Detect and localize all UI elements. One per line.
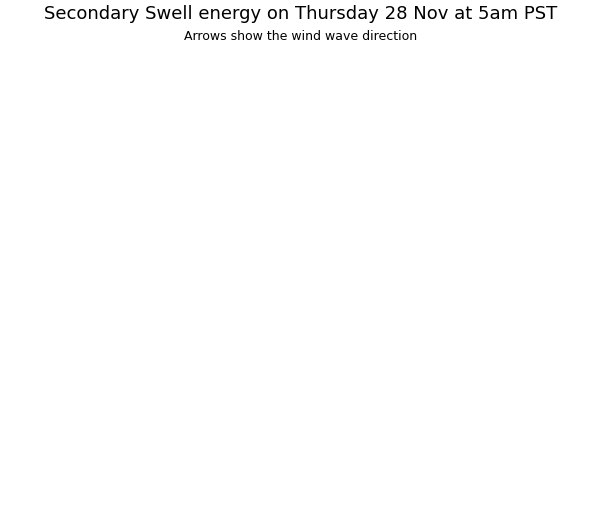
Text: Secondary Swell energy on Thursday 28 Nov at 5am PST: Secondary Swell energy on Thursday 28 No… <box>44 5 557 23</box>
Text: cartopy required: cartopy required <box>243 272 358 286</box>
Text: Arrows show the wind wave direction: Arrows show the wind wave direction <box>184 30 417 43</box>
